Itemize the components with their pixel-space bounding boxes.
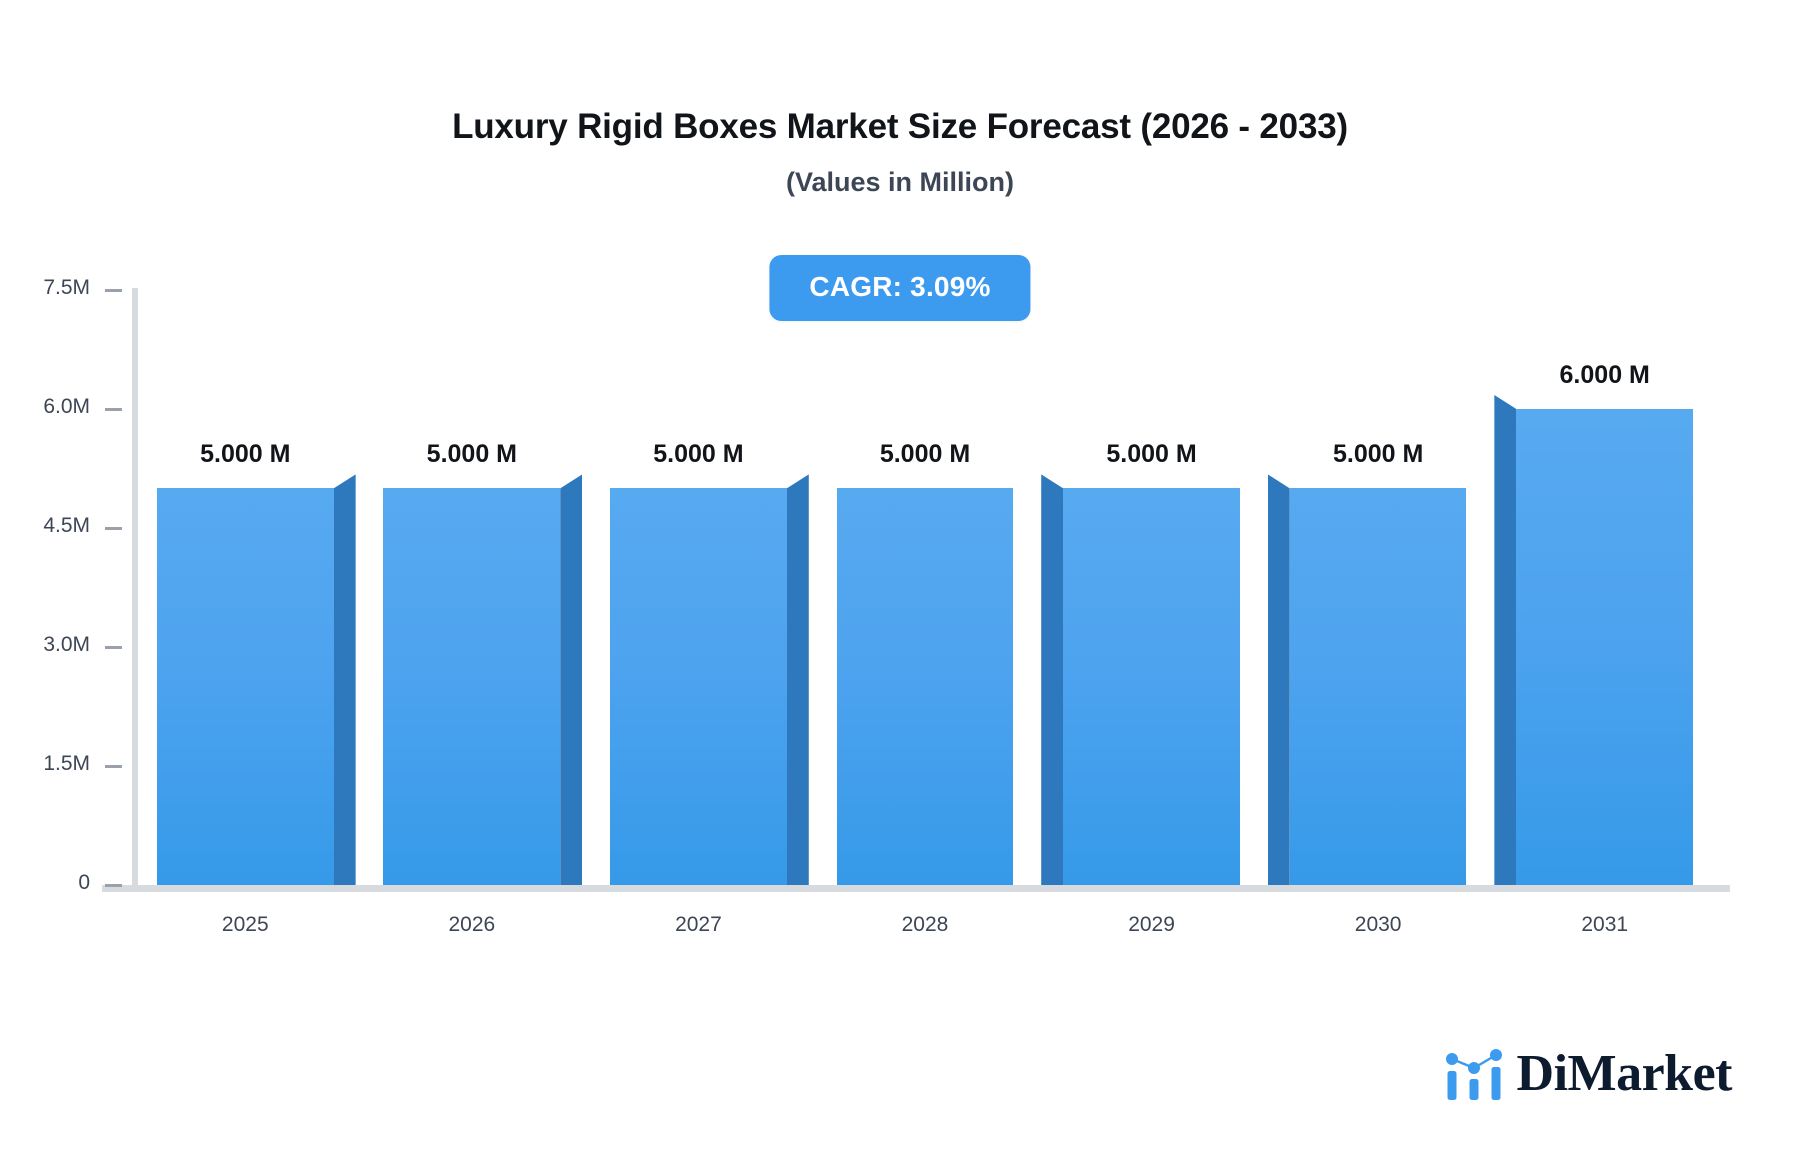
bar-2028[interactable] bbox=[836, 488, 1014, 885]
x-axis-line bbox=[102, 885, 1730, 892]
bar-value-label: 5.000 M bbox=[1332, 440, 1424, 469]
x-axis-tick-label: 2029 bbox=[1128, 913, 1175, 936]
y-axis-tick-mark bbox=[105, 289, 122, 292]
x-axis-tick-label: 2031 bbox=[1581, 913, 1629, 936]
bar-2029[interactable] bbox=[1041, 474, 1240, 885]
bar-side-face bbox=[1494, 395, 1517, 885]
y-axis-tick-mark bbox=[105, 765, 122, 768]
bar-face bbox=[1289, 488, 1467, 885]
bar-face bbox=[383, 488, 561, 885]
y-axis-tick-mark bbox=[105, 884, 122, 887]
bar-value-label: 6.000 M bbox=[1559, 361, 1650, 389]
bar-value-label: 5.000 M bbox=[200, 440, 291, 469]
bar-value-label: 5.000 M bbox=[1106, 440, 1197, 469]
y-axis-line bbox=[132, 288, 138, 887]
y-axis-tick-label: 1.5M bbox=[43, 752, 90, 775]
y-axis-tick-mark bbox=[105, 408, 122, 411]
cagr-badge: CAGR: 3.09% bbox=[769, 255, 1031, 321]
x-axis-tick-label: 2030 bbox=[1354, 913, 1402, 936]
bar-side-face bbox=[786, 474, 809, 885]
chart-subtitle: (Values in Million) bbox=[785, 167, 1015, 197]
bar-chart-icon bbox=[1445, 1049, 1502, 1100]
bar-2025[interactable] bbox=[156, 474, 356, 885]
y-axis-tick-mark bbox=[105, 527, 122, 530]
bar-2026[interactable] bbox=[383, 474, 583, 885]
x-axis-tick-label: 2028 bbox=[901, 913, 949, 936]
bar-side-face bbox=[560, 474, 583, 885]
bar-side-face bbox=[1267, 474, 1290, 885]
bar-value-label: 5.000 M bbox=[879, 440, 971, 469]
bar-2031[interactable] bbox=[1494, 395, 1694, 885]
y-axis-tick-label: 3.0M bbox=[43, 633, 90, 656]
x-axis-tick-label: 2026 bbox=[448, 913, 496, 936]
chart-title: Luxury Rigid Boxes Market Size Forecast … bbox=[452, 107, 1348, 146]
x-axis-tick-label: 2025 bbox=[221, 913, 269, 936]
bar-face bbox=[156, 488, 334, 885]
bar-side-face bbox=[1041, 474, 1064, 885]
y-axis-tick-label: 6.0M bbox=[43, 395, 90, 418]
x-axis-tick-label: 2027 bbox=[675, 913, 722, 936]
y-axis-tick-label: 7.5M bbox=[43, 276, 90, 299]
brand-logo: DiMarket bbox=[1445, 1045, 1733, 1102]
bar-face bbox=[1516, 409, 1694, 885]
bar-face bbox=[610, 488, 787, 885]
bar-2030[interactable] bbox=[1267, 474, 1467, 885]
y-axis-tick-label: 4.5M bbox=[43, 514, 90, 537]
bar-face bbox=[836, 488, 1014, 885]
bar-value-label: 5.000 M bbox=[426, 440, 518, 469]
bar-value-label: 5.000 M bbox=[653, 440, 744, 469]
bar-side-face bbox=[333, 474, 356, 885]
y-axis-tick-mark bbox=[105, 646, 122, 649]
bar-2027[interactable] bbox=[610, 474, 809, 885]
bar-face bbox=[1063, 488, 1240, 885]
y-axis-tick-label: 0 bbox=[78, 871, 90, 894]
logo-text: DiMarket bbox=[1516, 1045, 1733, 1102]
